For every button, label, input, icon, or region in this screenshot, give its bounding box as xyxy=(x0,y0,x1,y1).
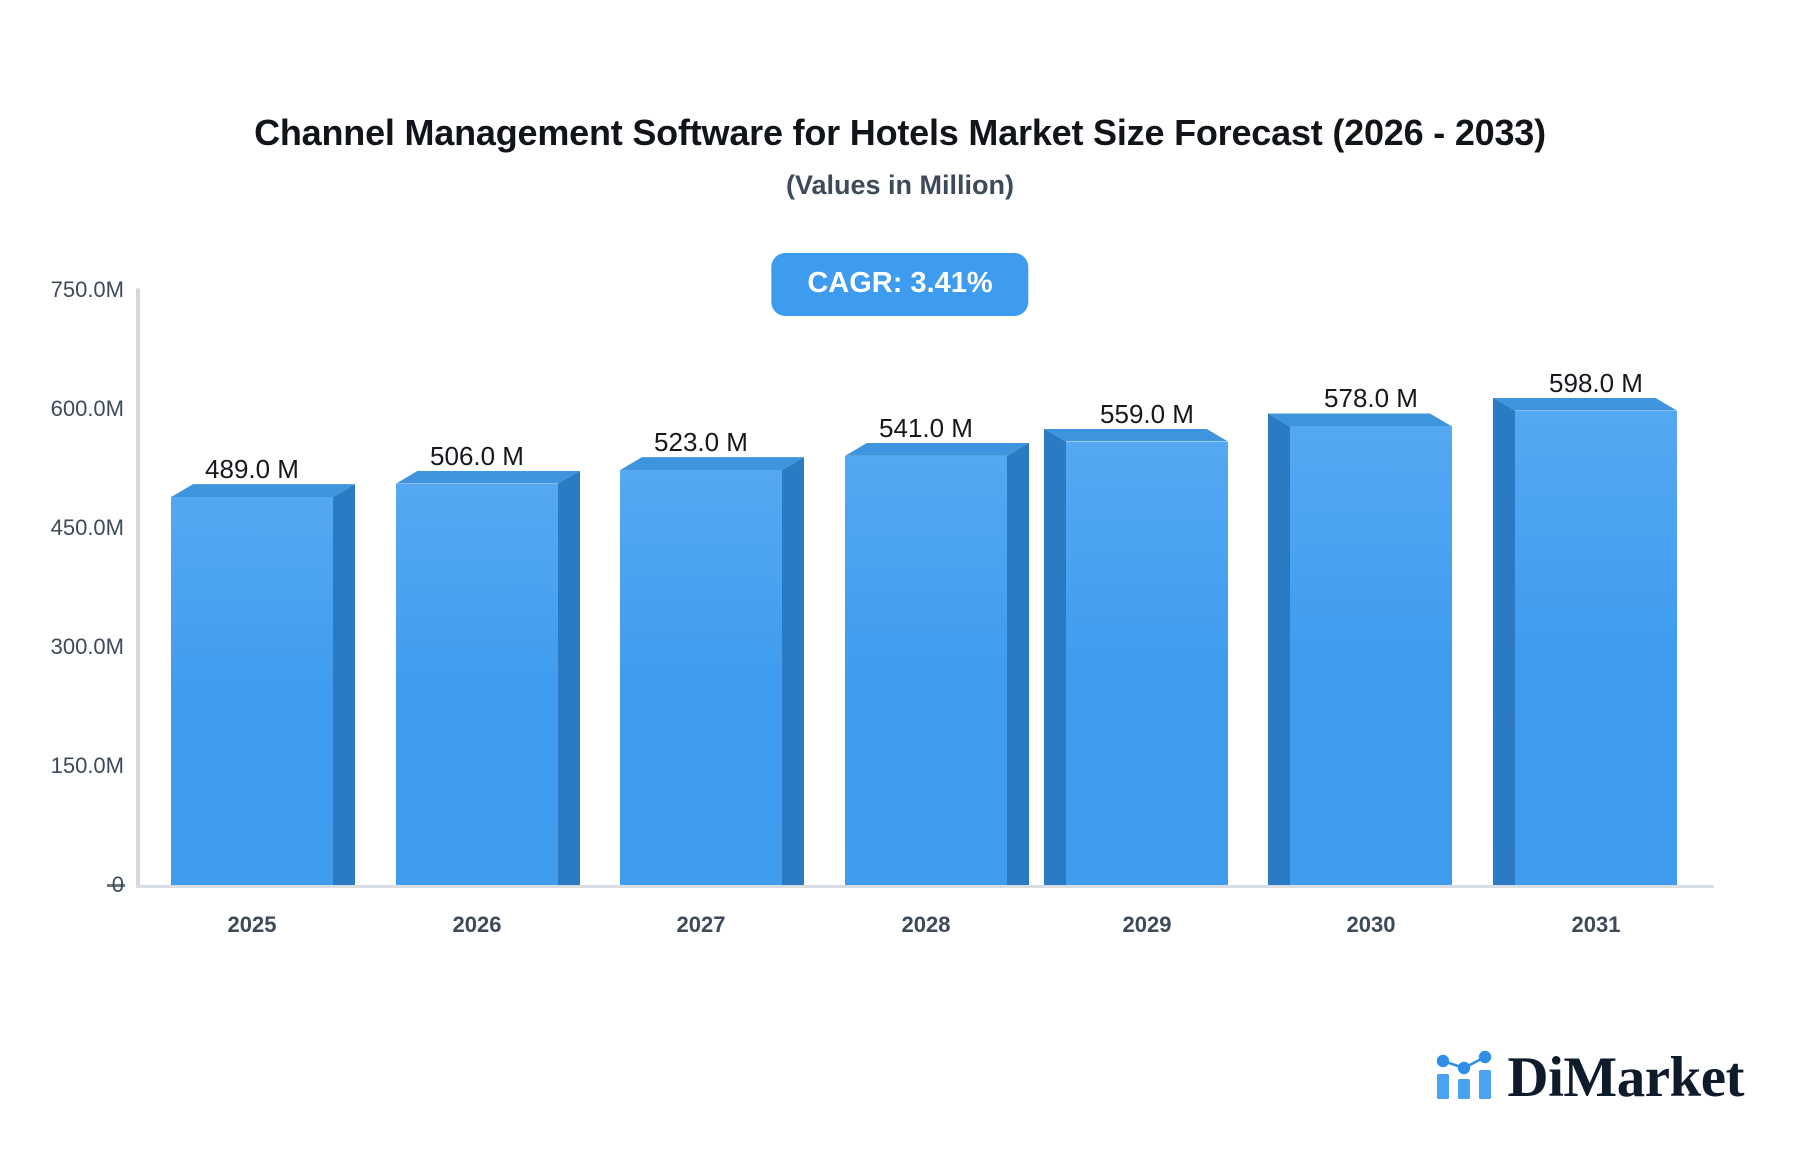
bar-top-face xyxy=(1493,397,1677,411)
bar-side-face xyxy=(782,457,804,885)
bar-2025[interactable]: 489.0 M xyxy=(171,454,355,885)
x-axis-label-2031: 2031 xyxy=(1571,912,1621,937)
y-axis-tick-label: 150.0M xyxy=(50,753,124,778)
bar-top-face xyxy=(620,457,804,471)
bar-front-face xyxy=(1290,426,1452,885)
bar-top-face xyxy=(845,442,1029,456)
bar-top-face xyxy=(1044,428,1228,442)
bar-2031[interactable]: 598.0 M xyxy=(1493,368,1677,885)
y-axis-tick-label: 600.0M xyxy=(50,396,124,421)
bar-2026[interactable]: 506.0 M xyxy=(396,441,580,885)
bar-side-face xyxy=(1493,397,1515,885)
x-axis-label-2026: 2026 xyxy=(452,912,502,937)
bar-2030[interactable]: 578.0 M xyxy=(1268,383,1452,885)
y-axis-zero-tick-mark xyxy=(107,884,125,887)
bar-side-face xyxy=(333,484,355,885)
y-axis-tick-labels: 0 150.0M 300.0M 450.0M 600.0M 750.0M xyxy=(0,0,124,1156)
bar-side-face xyxy=(1268,413,1290,885)
bar-side-face xyxy=(558,470,580,885)
x-axis-label-2027: 2027 xyxy=(676,912,726,937)
x-axis-label-2029: 2029 xyxy=(1122,912,1172,937)
brand-logo: DiMarket xyxy=(1435,1049,1744,1106)
bar-chart-logo-icon xyxy=(1435,1049,1493,1106)
y-axis-line xyxy=(136,288,140,888)
bar-front-face xyxy=(620,470,782,885)
x-axis-label-2030: 2030 xyxy=(1346,912,1396,937)
bar-side-face xyxy=(1044,428,1066,885)
bar-value-label: 578.0 M xyxy=(1324,383,1418,414)
bar-value-label: 489.0 M xyxy=(205,454,299,485)
bar-2027[interactable]: 523.0 M xyxy=(620,427,804,885)
bar-front-face xyxy=(171,497,333,885)
bar-front-face xyxy=(396,483,558,885)
bar-2029[interactable]: 559.0 M xyxy=(1044,399,1228,885)
chart-title: Channel Management Software for Hotels M… xyxy=(254,112,1546,153)
y-axis-tick-label: 450.0M xyxy=(50,515,124,540)
y-axis-tick-label: 750.0M xyxy=(50,277,124,302)
y-axis-tick-label: 300.0M xyxy=(50,634,124,659)
brand-name: DiMarket xyxy=(1507,1046,1744,1109)
x-axis-label-2028: 2028 xyxy=(901,912,951,937)
cagr-badge: CAGR: 3.41% xyxy=(771,253,1029,316)
bar-value-label: 541.0 M xyxy=(879,412,973,443)
bar-2028[interactable]: 541.0 M xyxy=(845,413,1029,885)
bar-top-face xyxy=(171,484,355,498)
bar-front-face xyxy=(1515,410,1677,885)
bar-value-label: 523.0 M xyxy=(654,427,748,458)
bar-value-label: 506.0 M xyxy=(430,440,524,471)
bar-front-face xyxy=(845,455,1007,885)
bar-side-face xyxy=(1007,442,1029,885)
chart-subtitle: (Values in Million) xyxy=(785,170,1015,200)
y-axis-tick-label: 0 xyxy=(111,872,124,897)
bar-value-label: 559.0 M xyxy=(1100,398,1194,429)
bar-top-face xyxy=(396,470,580,484)
bar-front-face xyxy=(1066,441,1228,885)
x-axis-label-2025: 2025 xyxy=(227,912,277,937)
bar-top-face xyxy=(1268,413,1452,427)
bar-value-label: 598.0 M xyxy=(1549,367,1643,398)
x-axis-line xyxy=(136,885,1714,888)
